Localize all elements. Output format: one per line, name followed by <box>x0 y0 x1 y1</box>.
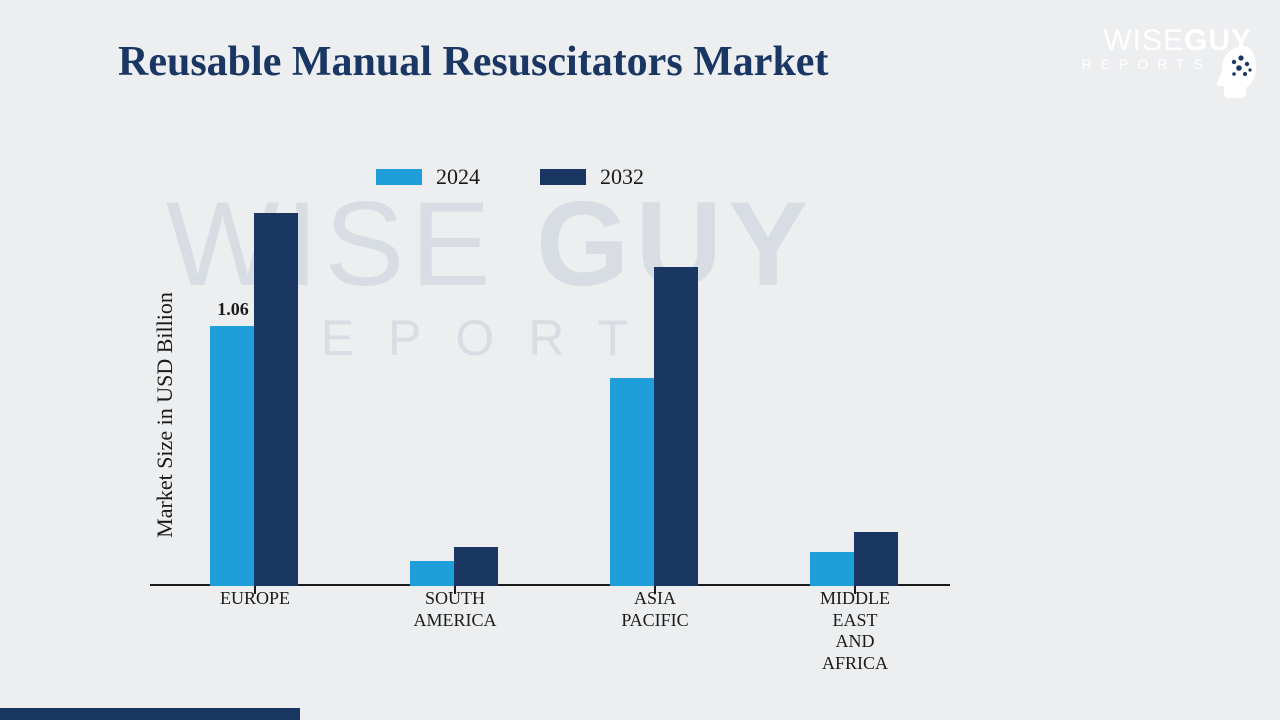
bar-2024 <box>210 326 254 586</box>
head-icon <box>1214 44 1260 98</box>
chart-title: Reusable Manual Resuscitators Market <box>118 38 838 86</box>
bar-2032 <box>654 267 698 586</box>
logo-word-wise: WISE <box>1103 24 1184 57</box>
bar-2032 <box>454 547 498 586</box>
bar-2032 <box>254 213 298 586</box>
bar-2024 <box>810 552 854 586</box>
x-axis-label: SOUTHAMERICA <box>390 588 520 631</box>
x-axis-label: MIDDLEEASTANDAFRICA <box>790 588 920 674</box>
stage: WISEGUY REPORTS Reusable Manual Resuscit… <box>0 0 1280 720</box>
legend-swatch-2032 <box>540 169 586 185</box>
plot-area: 1.06 <box>150 206 950 586</box>
bar-2024 <box>610 378 654 586</box>
x-axis-label: EUROPE <box>190 588 320 610</box>
legend-label-2032: 2032 <box>600 164 644 190</box>
legend-item-2024: 2024 <box>376 164 480 190</box>
x-axis-label: ASIAPACIFIC <box>590 588 720 631</box>
bar-chart: Market Size in USD Billion 2024 2032 1.0… <box>60 160 960 670</box>
legend: 2024 2032 <box>376 164 644 190</box>
bar-2024 <box>410 561 454 586</box>
bar-2032 <box>854 532 898 586</box>
bar-value-label: 1.06 <box>208 299 258 320</box>
bottom-accent-bar <box>0 708 300 720</box>
brand-logo: WISEGUY REPORTS <box>1082 24 1252 72</box>
legend-item-2032: 2032 <box>540 164 644 190</box>
legend-swatch-2024 <box>376 169 422 185</box>
legend-label-2024: 2024 <box>436 164 480 190</box>
